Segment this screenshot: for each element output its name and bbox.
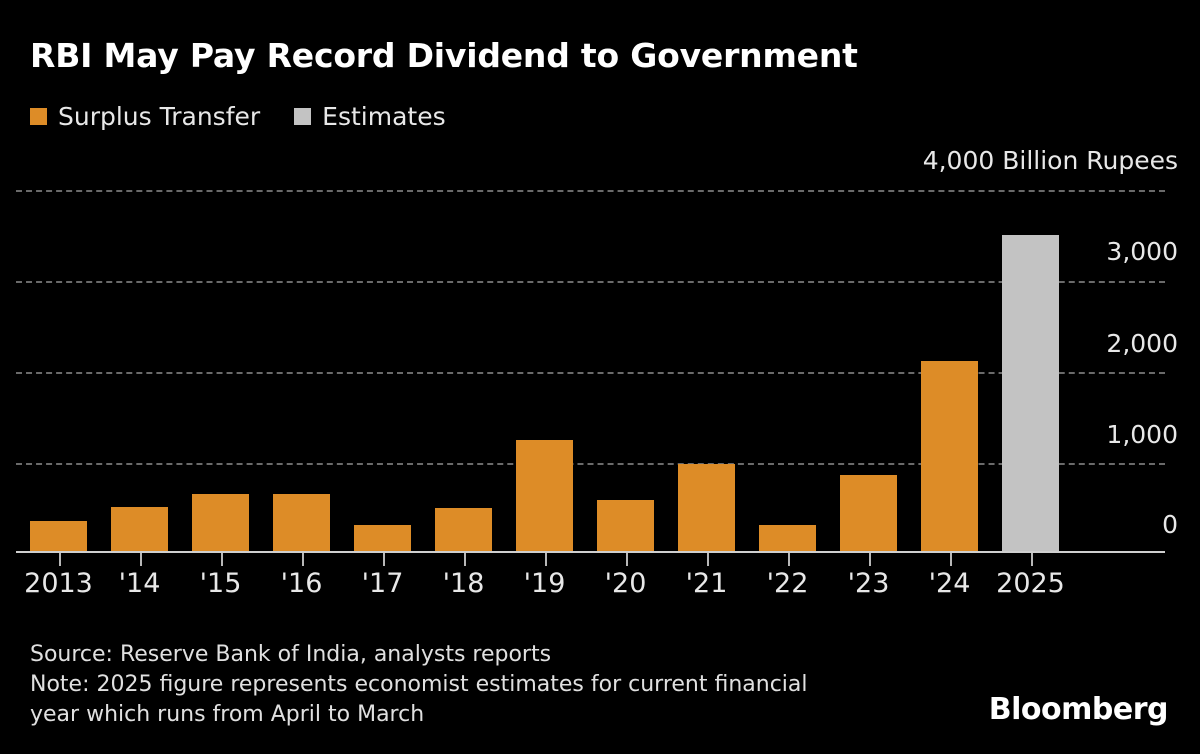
x-tick-label-21: '21 (685, 568, 728, 599)
bar-series-group (30, 235, 1059, 551)
x-tick-mark (1030, 553, 1033, 566)
note-line-1: Note: 2025 figure represents economist e… (30, 672, 808, 697)
x-tick-mark (949, 553, 952, 566)
x-tick-label-20: '20 (604, 568, 647, 599)
y-tick-label-1000: 1,000 (1106, 420, 1178, 449)
bar-18-surplus-transfer (435, 507, 492, 551)
y-axis-unit-label: 4,000 Billion Rupees (922, 146, 1178, 175)
x-tick-label-14: '14 (118, 568, 161, 599)
square-swatch-icon (30, 108, 47, 125)
x-tick-label-22: '22 (766, 568, 809, 599)
bar-16-surplus-transfer (273, 494, 330, 551)
gridline-2000 (16, 372, 1165, 374)
x-tick-mark (544, 553, 547, 566)
x-tick-label-2013: 2013 (24, 568, 93, 599)
bar-21-surplus-transfer (678, 464, 735, 551)
bar-2025-estimates (1002, 235, 1059, 551)
x-tick-mark (301, 553, 304, 566)
bar-24-surplus-transfer (921, 360, 978, 551)
x-tick-label-2025: 2025 (996, 568, 1065, 599)
x-tick-mark (220, 553, 223, 566)
gridline-1000 (16, 463, 1165, 465)
legend-item-estimates: Estimates (294, 102, 446, 131)
bar-15-surplus-transfer (192, 494, 249, 551)
x-tick-label-17: '17 (361, 568, 404, 599)
x-tick-mark (868, 553, 871, 566)
x-tick-mark (625, 553, 628, 566)
gridline-3000 (16, 281, 1165, 283)
x-tick-mark (463, 553, 466, 566)
square-swatch-icon (294, 108, 312, 125)
legend-label: Surplus Transfer (58, 102, 261, 131)
y-tick-label-2000: 2,000 (1106, 329, 1178, 358)
x-tick-label-23: '23 (847, 568, 890, 599)
gridline-4000 (16, 190, 1165, 192)
bar-17-surplus-transfer (354, 524, 411, 551)
source-line: Source: Reserve Bank of India, analysts … (30, 642, 552, 667)
bar-2013-surplus-transfer (30, 521, 87, 551)
x-tick-label-24: '24 (928, 568, 971, 599)
bar-19-surplus-transfer (516, 440, 573, 551)
bar-20-surplus-transfer (597, 500, 654, 551)
chart-title: RBI May Pay Record Dividend to Governmen… (30, 36, 858, 75)
legend-label: Estimates (322, 102, 446, 131)
x-tick-label-16: '16 (280, 568, 323, 599)
bar-23-surplus-transfer (840, 475, 897, 551)
x-tick-label-19: '19 (523, 568, 566, 599)
x-tick-mark (139, 553, 142, 566)
y-tick-label-3000: 3,000 (1106, 237, 1178, 266)
x-tick-mark (787, 553, 790, 566)
legend-item-surplus-transfer: Surplus Transfer (30, 104, 260, 129)
chart-footnotes: Source: Reserve Bank of India, analysts … (30, 640, 930, 730)
x-tick-label-15: '15 (199, 568, 242, 599)
x-tick-mark (58, 553, 61, 566)
x-tick-mark (382, 553, 385, 566)
x-tick-label-18: '18 (442, 568, 485, 599)
x-axis-line (16, 551, 1165, 553)
chart-plot-area: 4,000 Billion Rupees 3,000 2,000 1,000 0… (16, 146, 1178, 599)
chart-legend: Surplus Transfer Estimates (30, 104, 446, 129)
bar-22-surplus-transfer (759, 524, 816, 551)
x-tick-mark (706, 553, 709, 566)
bloomberg-logo: Bloomberg (988, 692, 1169, 727)
y-tick-label-0: 0 (1162, 510, 1178, 539)
bar-14-surplus-transfer (111, 506, 168, 551)
note-line-2: year which runs from April to March (30, 702, 425, 727)
